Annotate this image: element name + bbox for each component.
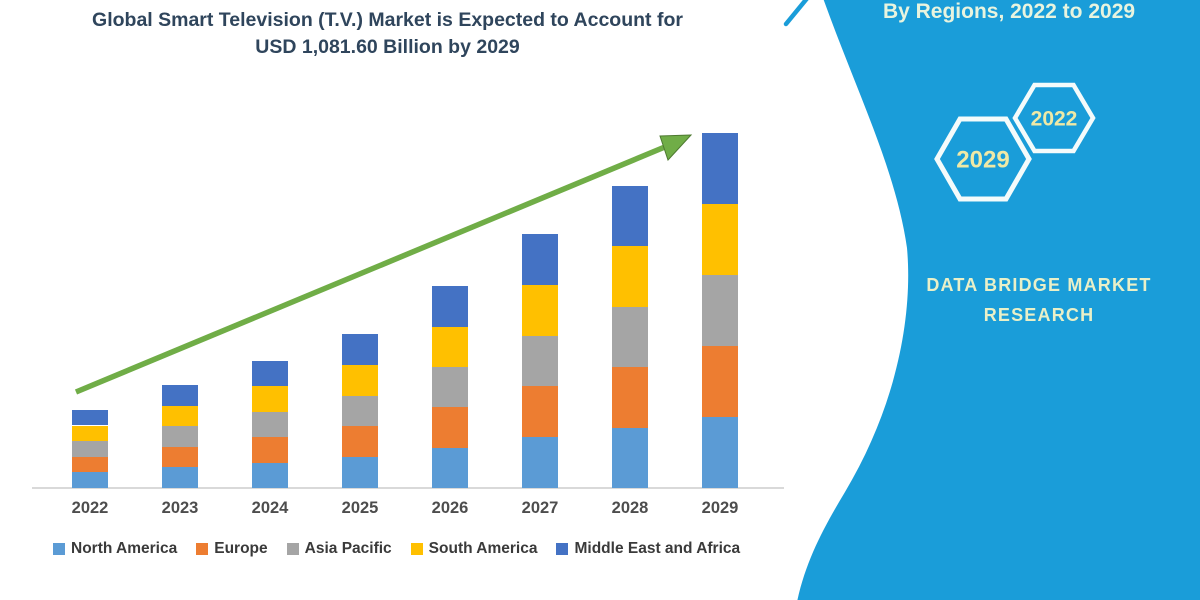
bar-segment-2023-asia-pacific <box>162 426 198 447</box>
legend-label: Asia Pacific <box>304 540 392 557</box>
bar-segment-2022-middle-east-and-africa <box>72 409 108 426</box>
brand-wordmark: DATA BRIDGE MARKET RESEARCH <box>908 270 1170 330</box>
bar-segment-2026-asia-pacific <box>432 366 468 408</box>
bar-segment-2027-north-america <box>522 437 558 488</box>
chart-title: Global Smart Television (T.V.) Market is… <box>0 7 775 61</box>
bar-segment-2025-north-america <box>342 457 378 488</box>
legend-item-middle-east-and-africa: Middle East and Africa <box>556 540 740 558</box>
bar-segment-2023-europe <box>162 446 198 468</box>
legend-label: South America <box>428 540 538 557</box>
bar-segment-2027-middle-east-and-africa <box>522 233 558 285</box>
legend-item-north-america: North America <box>53 540 177 558</box>
x-tick-label-2023: 2023 <box>161 499 199 517</box>
bar-segment-2027-europe <box>522 386 558 438</box>
bar-segment-2029-europe <box>702 346 738 417</box>
trend-arrow-icon <box>74 134 693 395</box>
legend-item-europe: Europe <box>196 540 268 558</box>
bar-segment-2023-south-america <box>162 405 198 427</box>
chart-legend: North America Europe Asia Pacific South Ame… <box>53 540 740 558</box>
sidebar-heading: By Regions, 2022 to 2029 <box>882 0 1136 23</box>
legend-swatch-icon <box>286 543 299 555</box>
bar-segment-2024-europe <box>252 437 288 463</box>
legend-swatch-icon <box>196 543 209 555</box>
bar-segment-2022-europe <box>72 456 108 473</box>
x-tick-label-2025: 2025 <box>341 499 379 517</box>
bar-segment-2022-south-america <box>72 425 108 442</box>
legend-swatch-icon <box>556 543 569 555</box>
panel-edge-sliver-icon <box>783 0 809 27</box>
legend-swatch-icon <box>53 543 65 555</box>
x-tick-label-2027: 2027 <box>521 499 559 517</box>
bar-segment-2028-asia-pacific <box>612 306 648 368</box>
teal-panel <box>797 0 1200 600</box>
brand-line1: DATA BRIDGE MARKET <box>926 275 1152 295</box>
bar-segment-2028-europe <box>612 367 648 428</box>
bar-segment-2028-north-america <box>612 427 648 488</box>
bar-segment-2023-north-america <box>162 467 198 488</box>
hexagon-2022-icon: 2022 <box>1012 82 1096 154</box>
hexagon-2022-label: 2022 <box>1031 108 1078 131</box>
x-tick-label-2022: 2022 <box>71 499 109 517</box>
x-axis-line <box>32 487 784 489</box>
legend-label: Europe <box>214 540 268 557</box>
legend-item-south-america: South America <box>410 540 538 558</box>
brand-line2: RESEARCH <box>983 305 1095 325</box>
bar-segment-2029-middle-east-and-africa <box>702 133 738 205</box>
bar-segment-2028-middle-east-and-africa <box>612 186 648 247</box>
bar-segment-2025-south-america <box>342 364 378 396</box>
bar-segment-2026-europe <box>432 407 468 448</box>
x-tick-label-2029: 2029 <box>701 499 739 517</box>
hexagon-2029-icon: 2029 <box>934 116 1032 202</box>
bar-segment-2023-middle-east-and-africa <box>162 384 198 406</box>
bar-segment-2025-asia-pacific <box>342 395 378 427</box>
legend-label: Middle East and Africa <box>574 540 741 557</box>
bar-segment-2024-south-america <box>252 386 288 412</box>
bar-segment-2025-europe <box>342 426 378 458</box>
bar-segment-2029-asia-pacific <box>702 275 738 346</box>
stacked-bar-chart: 2022 2023 2024 2025 2026 2027 2028 2029 <box>32 133 784 517</box>
bar-segment-2029-south-america <box>702 204 738 275</box>
chart-title-line1: Global Smart Television (T.V.) Market is… <box>92 9 683 31</box>
bar-segment-2022-asia-pacific <box>72 441 108 457</box>
legend-item-asia-pacific: Asia Pacific <box>286 540 392 558</box>
x-tick-label-2026: 2026 <box>431 499 469 517</box>
bar-segment-2029-north-america <box>702 417 738 488</box>
hexagon-2029-label: 2029 <box>956 147 1009 174</box>
bar-segment-2022-north-america <box>72 472 108 488</box>
bar-segment-2028-south-america <box>612 246 648 307</box>
bar-segment-2024-asia-pacific <box>252 411 288 438</box>
legend-swatch-icon <box>410 543 423 555</box>
bar-segment-2024-north-america <box>252 462 288 488</box>
x-tick-label-2028: 2028 <box>611 499 649 517</box>
x-tick-label-2024: 2024 <box>251 499 289 517</box>
legend-label: North America <box>71 540 178 557</box>
bar-segment-2025-middle-east-and-africa <box>342 334 378 365</box>
chart-title-line2: USD 1,081.60 Billion by 2029 <box>255 36 520 58</box>
bar-segment-2024-middle-east-and-africa <box>252 360 288 387</box>
bar-segment-2026-south-america <box>432 326 468 367</box>
bar-segment-2027-asia-pacific <box>522 335 558 387</box>
bar-segment-2027-south-america <box>522 284 558 336</box>
bar-segment-2026-north-america <box>432 447 468 488</box>
bar-segment-2026-middle-east-and-africa <box>432 286 468 327</box>
